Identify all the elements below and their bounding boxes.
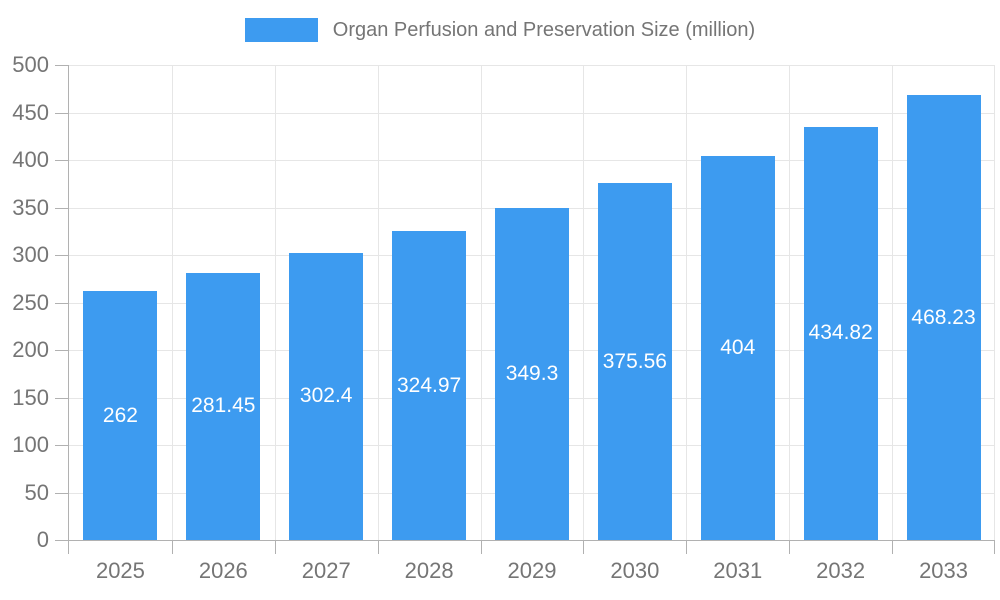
x-axis-tick xyxy=(686,541,688,554)
bar-value-label: 302.4 xyxy=(299,384,353,408)
v-gridline xyxy=(583,65,585,540)
y-tick-label: 50 xyxy=(24,479,49,505)
x-tick-label: 2030 xyxy=(610,558,660,583)
y-tick-label: 100 xyxy=(12,432,49,457)
v-gridline xyxy=(994,65,995,540)
x-tick-label: 2026 xyxy=(198,558,248,583)
bar-value-label: 324.97 xyxy=(396,373,462,397)
bar-2033[interactable]: 468.23 xyxy=(906,95,981,540)
bar-2027[interactable]: 302.4 xyxy=(289,252,364,540)
bar-2029[interactable]: 349.3 xyxy=(494,208,570,540)
plot-area: 0 50 100 150 200 250 300 350 400 450 500 262 2025 281… xyxy=(12,52,995,583)
h-gridline xyxy=(69,65,995,66)
x-axis-tick xyxy=(892,541,894,554)
bar-value-label: 404 xyxy=(720,336,756,360)
x-tick-label: 2033 xyxy=(919,558,969,583)
h-gridline xyxy=(69,160,995,161)
bar-value-label: 349.3 xyxy=(505,362,559,386)
y-axis-tick xyxy=(55,492,68,494)
x-axis-tick xyxy=(480,541,482,554)
h-gridline xyxy=(69,207,995,209)
y-axis-tick xyxy=(55,350,68,351)
v-gridline xyxy=(789,65,791,540)
bar-value-label: 468.23 xyxy=(911,305,976,329)
v-gridline xyxy=(892,65,894,540)
bar-2031[interactable]: 404 xyxy=(700,156,775,540)
y-axis-tick xyxy=(55,445,68,446)
y-axis-tick xyxy=(55,160,68,161)
x-tick-label: 2029 xyxy=(507,558,557,583)
x-axis-tick xyxy=(274,541,276,554)
x-axis-tick xyxy=(171,541,173,554)
v-gridline xyxy=(274,65,276,540)
bar-2025[interactable]: 262 xyxy=(83,291,158,540)
bar-2028[interactable]: 324.97 xyxy=(392,231,467,540)
x-tick-label: 2027 xyxy=(301,558,351,583)
y-axis-tick xyxy=(55,302,68,304)
y-axis-tick xyxy=(55,540,68,541)
legend-label: Organ Perfusion and Preservation Size (m… xyxy=(332,18,756,41)
legend-swatch xyxy=(244,18,318,42)
h-gridline xyxy=(69,112,995,114)
y-axis-tick xyxy=(55,112,68,114)
x-tick-label: 2031 xyxy=(713,558,763,583)
v-gridline xyxy=(171,65,173,540)
y-tick-label: 300 xyxy=(12,242,49,267)
x-tick-label: 2028 xyxy=(404,558,454,583)
x-tick-label: 2025 xyxy=(95,558,145,583)
x-axis-tick xyxy=(68,541,69,554)
y-tick-label: 450 xyxy=(12,99,49,125)
y-axis-tick xyxy=(55,397,68,399)
v-gridline xyxy=(377,65,379,540)
y-tick-label: 0 xyxy=(36,527,49,552)
y-tick-label: 200 xyxy=(12,337,49,362)
x-axis-tick xyxy=(377,541,379,554)
bar-2032[interactable]: 434.82 xyxy=(803,126,878,540)
y-axis-tick xyxy=(55,255,68,256)
y-tick-label: 250 xyxy=(12,289,49,315)
bar-value-label: 375.56 xyxy=(602,349,667,373)
bar-value-label: 281.45 xyxy=(191,394,256,418)
bar-value-label: 434.82 xyxy=(808,321,873,345)
v-gridline xyxy=(686,65,688,540)
legend[interactable]: Organ Perfusion and Preservation Size (m… xyxy=(0,17,1000,43)
y-axis-tick xyxy=(55,65,68,66)
bar-2030[interactable]: 375.56 xyxy=(597,183,672,540)
y-tick-label: 500 xyxy=(12,52,49,77)
x-axis-tick xyxy=(994,541,995,554)
y-axis-tick xyxy=(55,207,68,209)
x-axis-tick xyxy=(583,541,585,554)
x-tick-label: 2032 xyxy=(816,558,866,583)
x-axis-tick xyxy=(789,541,791,554)
y-tick-label: 150 xyxy=(12,384,49,410)
bar-value-label: 262 xyxy=(102,403,138,427)
v-gridline xyxy=(480,65,482,540)
bar-2026[interactable]: 281.45 xyxy=(186,272,261,540)
y-tick-label: 350 xyxy=(12,194,49,220)
y-tick-label: 400 xyxy=(12,147,49,172)
